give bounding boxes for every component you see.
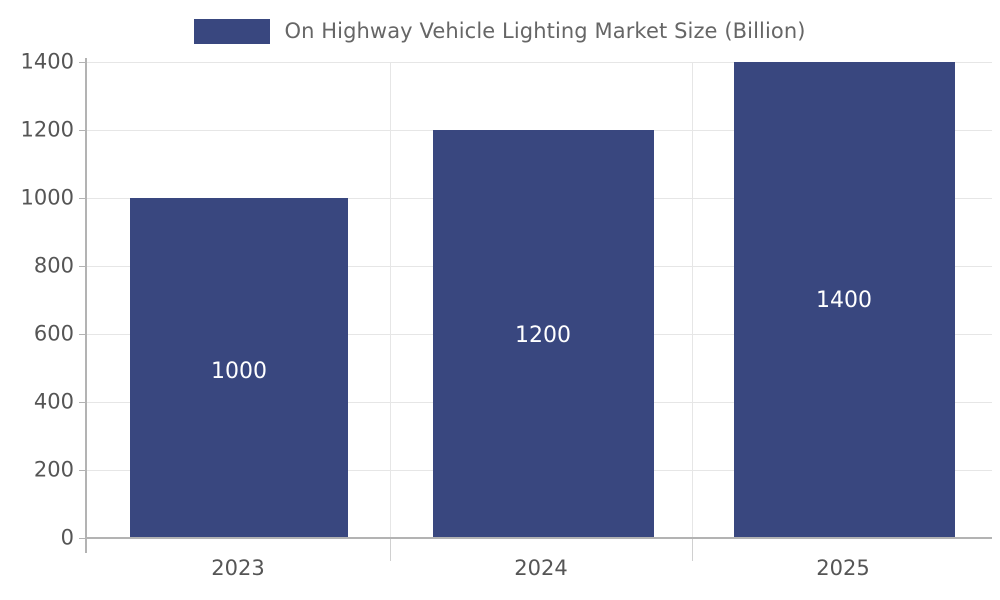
y-tick-label-1200: 1200	[20, 117, 74, 142]
y-tick-label-200: 200	[33, 457, 74, 482]
y-tick-label-0: 0	[60, 525, 74, 550]
x-tick-label-2023: 2023	[211, 556, 265, 580]
y-tick-mark-400	[79, 402, 86, 403]
x-tick-label-2024: 2024	[514, 556, 568, 580]
bar-2023[interactable]	[130, 198, 348, 538]
y-tick-label-1000: 1000	[20, 185, 74, 210]
y-tick-mark-0	[79, 538, 86, 539]
y-tick-mark-1400	[79, 62, 86, 63]
gridline-v-2	[692, 62, 693, 538]
x-tick-label-2025: 2025	[816, 556, 870, 580]
y-tick-label-800: 800	[33, 253, 74, 278]
legend-swatch-icon	[194, 18, 271, 44]
x-tick-mark-1	[390, 539, 391, 561]
legend-label: On Highway Vehicle Lighting Market Size …	[284, 19, 806, 43]
x-tick-mark-2	[692, 539, 693, 561]
y-tick-mark-1000	[79, 198, 86, 199]
y-tick-mark-1200	[79, 130, 86, 131]
y-tick-label-600: 600	[33, 321, 74, 346]
gridline-v-1	[390, 62, 391, 538]
y-tick-label-1400: 1400	[20, 49, 74, 74]
y-axis-spine	[85, 58, 87, 553]
gridline-h-1400	[87, 62, 992, 63]
x-axis-spine	[85, 537, 992, 539]
legend-item-market-size[interactable]: On Highway Vehicle Lighting Market Size …	[194, 18, 806, 44]
y-tick-mark-200	[79, 470, 86, 471]
chart-legend: On Highway Vehicle Lighting Market Size …	[0, 14, 1000, 48]
bar-2024[interactable]	[433, 130, 654, 538]
plot-area: 1000 1200 1400	[87, 62, 992, 538]
bar-2025[interactable]	[734, 62, 955, 538]
y-tick-label-400: 400	[33, 389, 74, 414]
y-tick-mark-800	[79, 266, 86, 267]
y-tick-mark-600	[79, 334, 86, 335]
